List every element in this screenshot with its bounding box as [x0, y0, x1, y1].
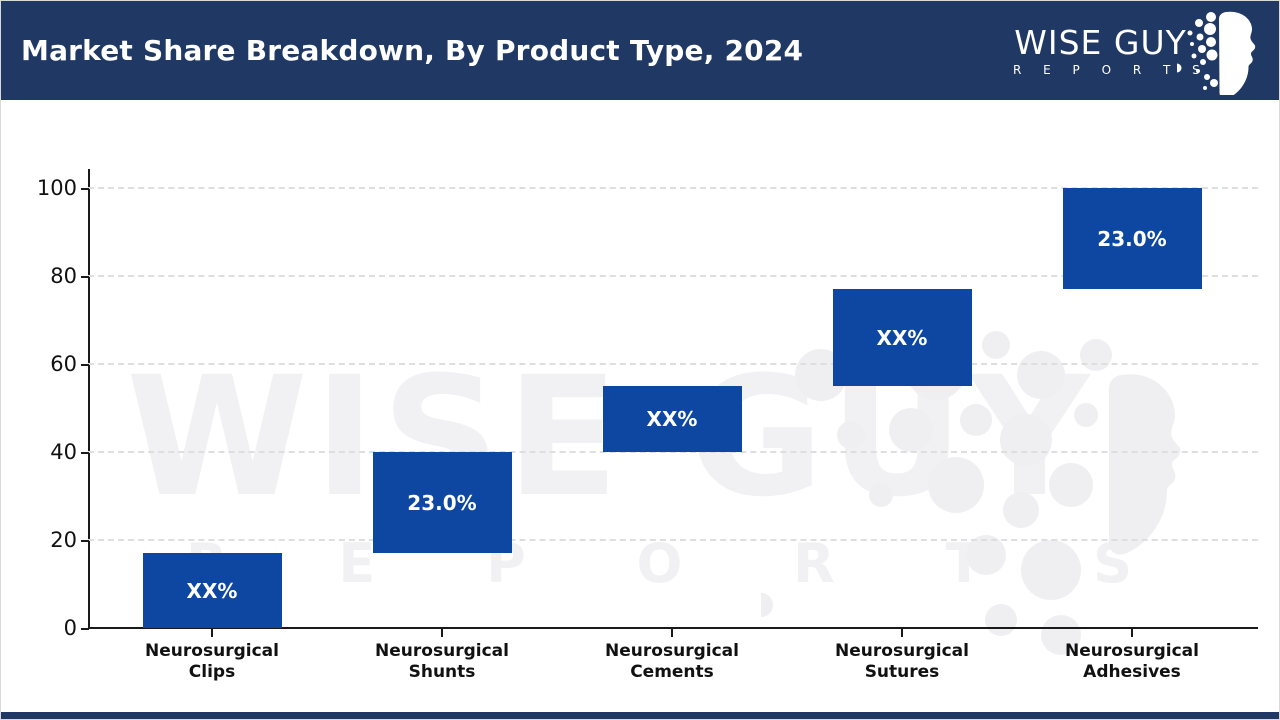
y-tick-0: [81, 628, 89, 630]
y-tick-100: [81, 188, 89, 190]
bar-neurosurgical-sutures: XX%: [832, 289, 972, 386]
x-category-label-line: Neurosurgical: [145, 641, 279, 661]
x-category-label: Neurosurgical Clips: [97, 641, 327, 683]
header-bar: Market Share Breakdown, By Product Type,…: [1, 1, 1279, 100]
x-category-label: Neurosurgical Cements: [557, 641, 787, 683]
gridline-20: [88, 539, 1258, 541]
x-category-label-line: Shunts: [408, 662, 476, 682]
y-tick-label-80: 80: [50, 264, 77, 288]
x-tick-2: [441, 629, 443, 637]
y-tick-label-60: 60: [50, 352, 77, 376]
y-tick-label-100: 100: [36, 176, 77, 200]
bar-neurosurgical-cements: XX%: [602, 386, 742, 452]
footer-bar: [1, 712, 1279, 719]
gridline-80: [88, 275, 1258, 277]
dotted-face-icon: [1177, 11, 1256, 95]
bar-neurosurgical-shunts: 23.0%: [372, 452, 512, 554]
x-tick-3: [671, 629, 673, 637]
bar-value-label: 23.0%: [1097, 226, 1167, 251]
x-category-label-line: Neurosurgical: [605, 641, 739, 661]
x-category-label-line: Clips: [188, 662, 236, 682]
bar-value-label: 23.0%: [407, 490, 477, 515]
bar-value-label: XX%: [876, 325, 928, 350]
y-tick-label-40: 40: [50, 440, 77, 464]
wise-guy-reports-logo: WISE GUY R E P O R T S: [1013, 7, 1263, 95]
y-tick-60: [81, 364, 89, 366]
x-category-label-line: Neurosurgical: [375, 641, 509, 661]
x-tick-1: [211, 629, 213, 637]
y-tick-label-20: 20: [50, 528, 77, 552]
x-category-label-line: Sutures: [864, 662, 940, 682]
y-tick-label-0: 0: [63, 616, 77, 640]
gridline-100: [88, 187, 1258, 189]
x-tick-5: [1131, 629, 1133, 637]
gridline-40: [88, 451, 1258, 453]
y-tick-40: [81, 452, 89, 454]
x-category-label-line: Cements: [630, 662, 714, 682]
bar-value-label: XX%: [186, 578, 238, 603]
bar-value-label: XX%: [646, 407, 698, 431]
x-category-label-line: Neurosurgical: [835, 641, 969, 661]
x-category-label: Neurosurgical Shunts: [327, 641, 557, 683]
page-title: Market Share Breakdown, By Product Type,…: [21, 34, 804, 67]
y-tick-20: [81, 540, 89, 542]
bar-neurosurgical-adhesives: 23.0%: [1062, 188, 1202, 290]
bar-chart: WISE GUY R E P O R T S 0 20 40 60 80 100 XX% Ne…: [1, 100, 1279, 714]
x-category-label: Neurosurgical Sutures: [787, 641, 1017, 683]
gridline-60: [88, 363, 1258, 365]
bar-neurosurgical-clips: XX%: [142, 553, 282, 628]
logo-wordmark: WISE GUY: [1014, 23, 1187, 62]
x-category-label-line: Neurosurgical: [1065, 641, 1199, 661]
x-category-label: Neurosurgical Adhesives: [1017, 641, 1247, 683]
x-axis-line: [88, 627, 1258, 629]
logo-subtitle: R E P O R T S: [1013, 63, 1209, 77]
x-tick-4: [901, 629, 903, 637]
y-axis-line: [88, 169, 90, 629]
y-tick-80: [81, 276, 89, 278]
x-category-label-line: Adhesives: [1083, 662, 1181, 682]
logo-text: WISE GUY R E P O R T S: [1013, 23, 1209, 78]
